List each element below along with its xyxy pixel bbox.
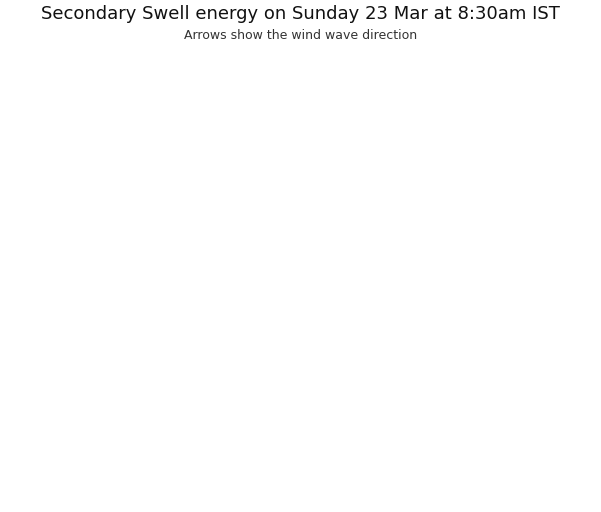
- Text: Secondary Swell energy on Sunday 23 Mar at 8:30am IST: Secondary Swell energy on Sunday 23 Mar …: [41, 6, 560, 24]
- Text: Arrows show the wind wave direction: Arrows show the wind wave direction: [184, 29, 417, 41]
